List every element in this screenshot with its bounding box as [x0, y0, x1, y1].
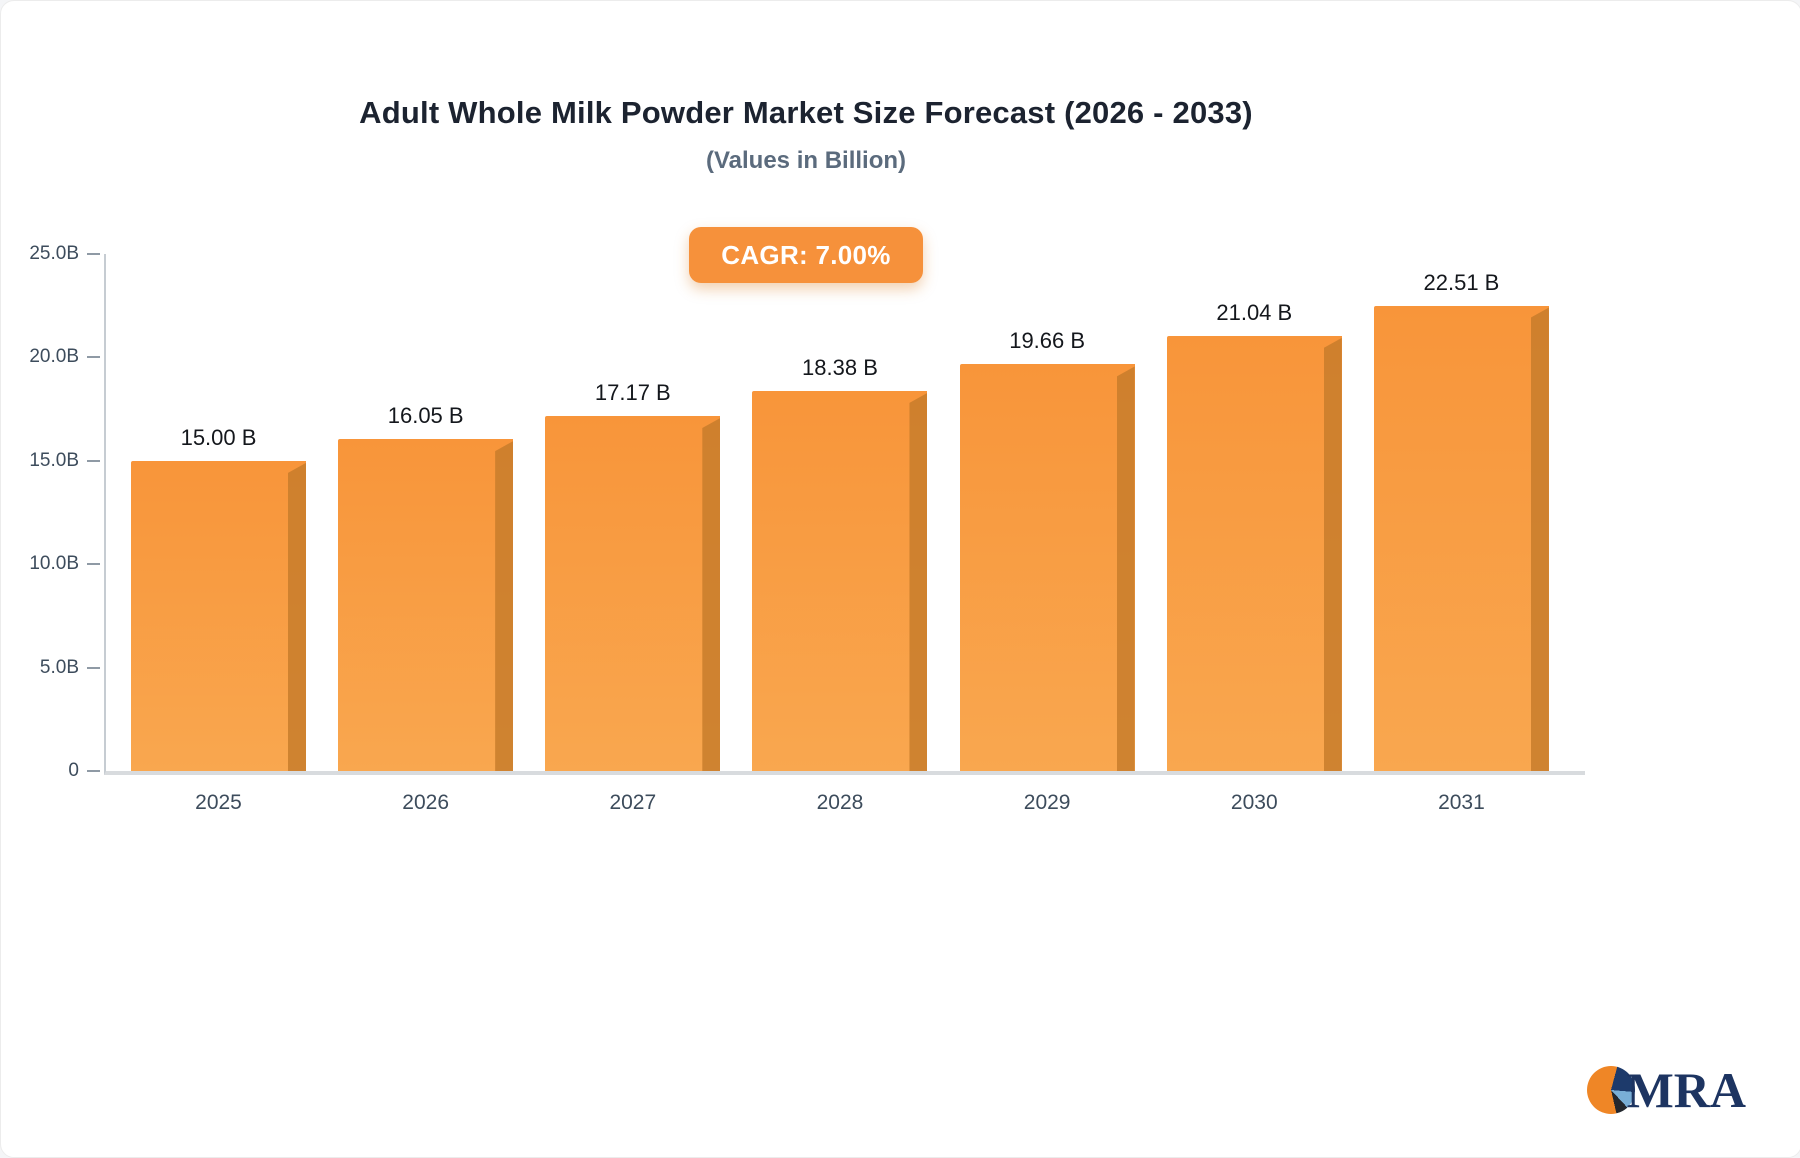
mra-logo-text: MRA [1626, 1062, 1746, 1118]
bar-side-shade [288, 462, 306, 771]
x-axis-label: 2025 [195, 791, 242, 814]
bar-value-label: 16.05 B [387, 403, 464, 429]
bar-side-shade [702, 417, 721, 771]
chart-subtitle: (Values in Billion) [705, 147, 907, 174]
bar-value-label: 17.17 B [594, 379, 671, 405]
bar-side-shade [1323, 337, 1342, 771]
y-tick-dash [87, 356, 100, 358]
mra-logo-pie-icon [1586, 1066, 1635, 1114]
bar-group: 22.51 B 2031 [1373, 254, 1549, 814]
bar-value-label: 15.00 B [180, 424, 257, 450]
bar-value-label: 18.38 B [802, 354, 878, 380]
chart-title: Adult Whole Milk Powder Market Size Fore… [359, 95, 1253, 130]
y-tick-label: 15.0B [29, 450, 79, 471]
x-axis-label: 2026 [402, 791, 450, 814]
x-axis-label: 2030 [1230, 791, 1278, 814]
cagr-badge: CAGR: 7.00% [689, 227, 923, 283]
bar-group: 17.17 B 2027 [545, 254, 721, 814]
bar-value-label: 19.66 B [1009, 328, 1086, 354]
y-tick-label: 0 [68, 760, 79, 781]
bar [545, 415, 721, 771]
y-tick-label: 20.0B [29, 346, 79, 367]
bar [131, 460, 306, 771]
bar-value-label: 21.04 B [1216, 299, 1293, 325]
y-tick-dash [87, 253, 100, 255]
bar-side-shade [1530, 307, 1549, 771]
y-tick-dash [87, 770, 100, 772]
y-tick-dash [87, 667, 100, 669]
bar-side-shade [909, 392, 928, 771]
bar-side-shade [1116, 366, 1135, 771]
bar [1166, 335, 1342, 771]
bar [1373, 305, 1549, 771]
y-tick-label: 5.0B [39, 657, 79, 678]
bar [752, 390, 928, 771]
bar-group: 15.00 B 2025 [131, 254, 306, 814]
x-axis-label: 2029 [1023, 791, 1071, 814]
bar-group: 21.04 B 2030 [1166, 254, 1342, 814]
y-tick-dash [87, 563, 100, 565]
y-tick-dash [87, 460, 100, 462]
y-tick-label: 25.0B [29, 243, 79, 264]
plot-area: 15.00 B 2025 16.05 B 2026 17.17 B 2027 1… [104, 254, 1585, 814]
x-axis-label: 2031 [1438, 791, 1485, 814]
x-axis-label: 2027 [609, 791, 657, 814]
bar-group: 16.05 B 2026 [338, 254, 514, 814]
bar-group: 19.66 B 2029 [959, 254, 1135, 814]
bar-side-shade [495, 441, 514, 771]
bar [959, 364, 1135, 771]
y-tick-label: 10.0B [29, 553, 79, 574]
x-axis-label: 2028 [816, 791, 864, 814]
bar [338, 439, 514, 771]
mra-logo: MRA [1586, 1062, 1746, 1118]
bar-group: 18.38 B 2028 [752, 254, 928, 814]
bar-value-label: 22.51 B [1423, 269, 1500, 295]
